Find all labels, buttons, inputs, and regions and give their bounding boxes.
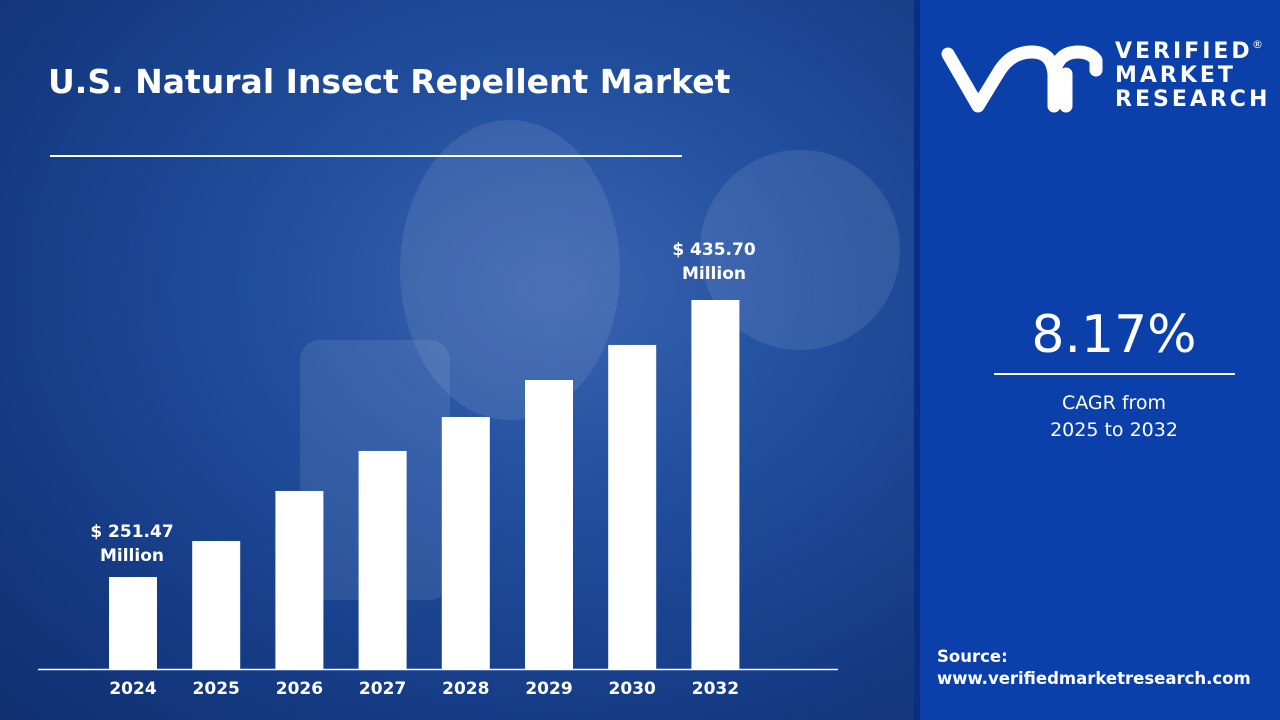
cagr-label-line: 2025 to 2032 [1050, 419, 1178, 441]
source-label: Source: [937, 647, 1008, 666]
registered-mark: ® [1252, 38, 1263, 51]
x-tick-label: 2028 [442, 679, 489, 699]
brand-name: VERIFIED MARKET RESEARCH [1115, 40, 1270, 112]
bar-2028 [441, 416, 490, 669]
bg-shape [400, 120, 620, 420]
bar-chart: $ 251.47 Million $ 435.70 Million 2024 20… [0, 0, 920, 720]
title-underline [50, 155, 682, 157]
data-label-first-value: $ 251.47 [90, 522, 173, 542]
bar-2026 [275, 490, 324, 669]
bar-2032 [691, 300, 740, 669]
bar-2029 [525, 379, 573, 669]
x-tick-label: 2030 [609, 679, 656, 699]
info-panel [920, 0, 1280, 720]
x-tick-label: 2025 [193, 679, 240, 699]
x-tick-label: 2027 [359, 679, 406, 699]
divider [914, 0, 920, 720]
x-tick-label: 2032 [692, 679, 739, 699]
data-label-last-value: $ 435.70 [672, 240, 756, 260]
x-tick-label: 2029 [525, 679, 572, 699]
data-label-first-unit: Million [100, 546, 164, 566]
brand-line: MARKET [1115, 63, 1236, 88]
cagr-label-line: CAGR from [1061, 392, 1167, 414]
cagr-value: 8.17% [1031, 305, 1197, 365]
x-tick-label: 2026 [276, 679, 323, 699]
x-tick-label: 2024 [109, 679, 156, 699]
bar-2030 [608, 344, 657, 669]
brand-line: RESEARCH [1115, 87, 1271, 112]
cagr-label: CAGR from 2025 to 2032 [994, 390, 1234, 444]
vmr-logo [941, 45, 1103, 113]
cagr-divider [994, 373, 1235, 375]
source: Source: www.verifiedmarketresearch.com [937, 646, 1251, 690]
source-url: www.verifiedmarketresearch.com [937, 669, 1251, 688]
data-label-last-unit: Million [682, 264, 746, 284]
bar-2024 [109, 577, 157, 669]
chart-title: U.S. Natural Insect Repellent Market [48, 62, 731, 101]
brand-line: VERIFIED [1115, 39, 1253, 64]
bar-2025 [192, 541, 241, 669]
bar-2027 [358, 450, 407, 669]
